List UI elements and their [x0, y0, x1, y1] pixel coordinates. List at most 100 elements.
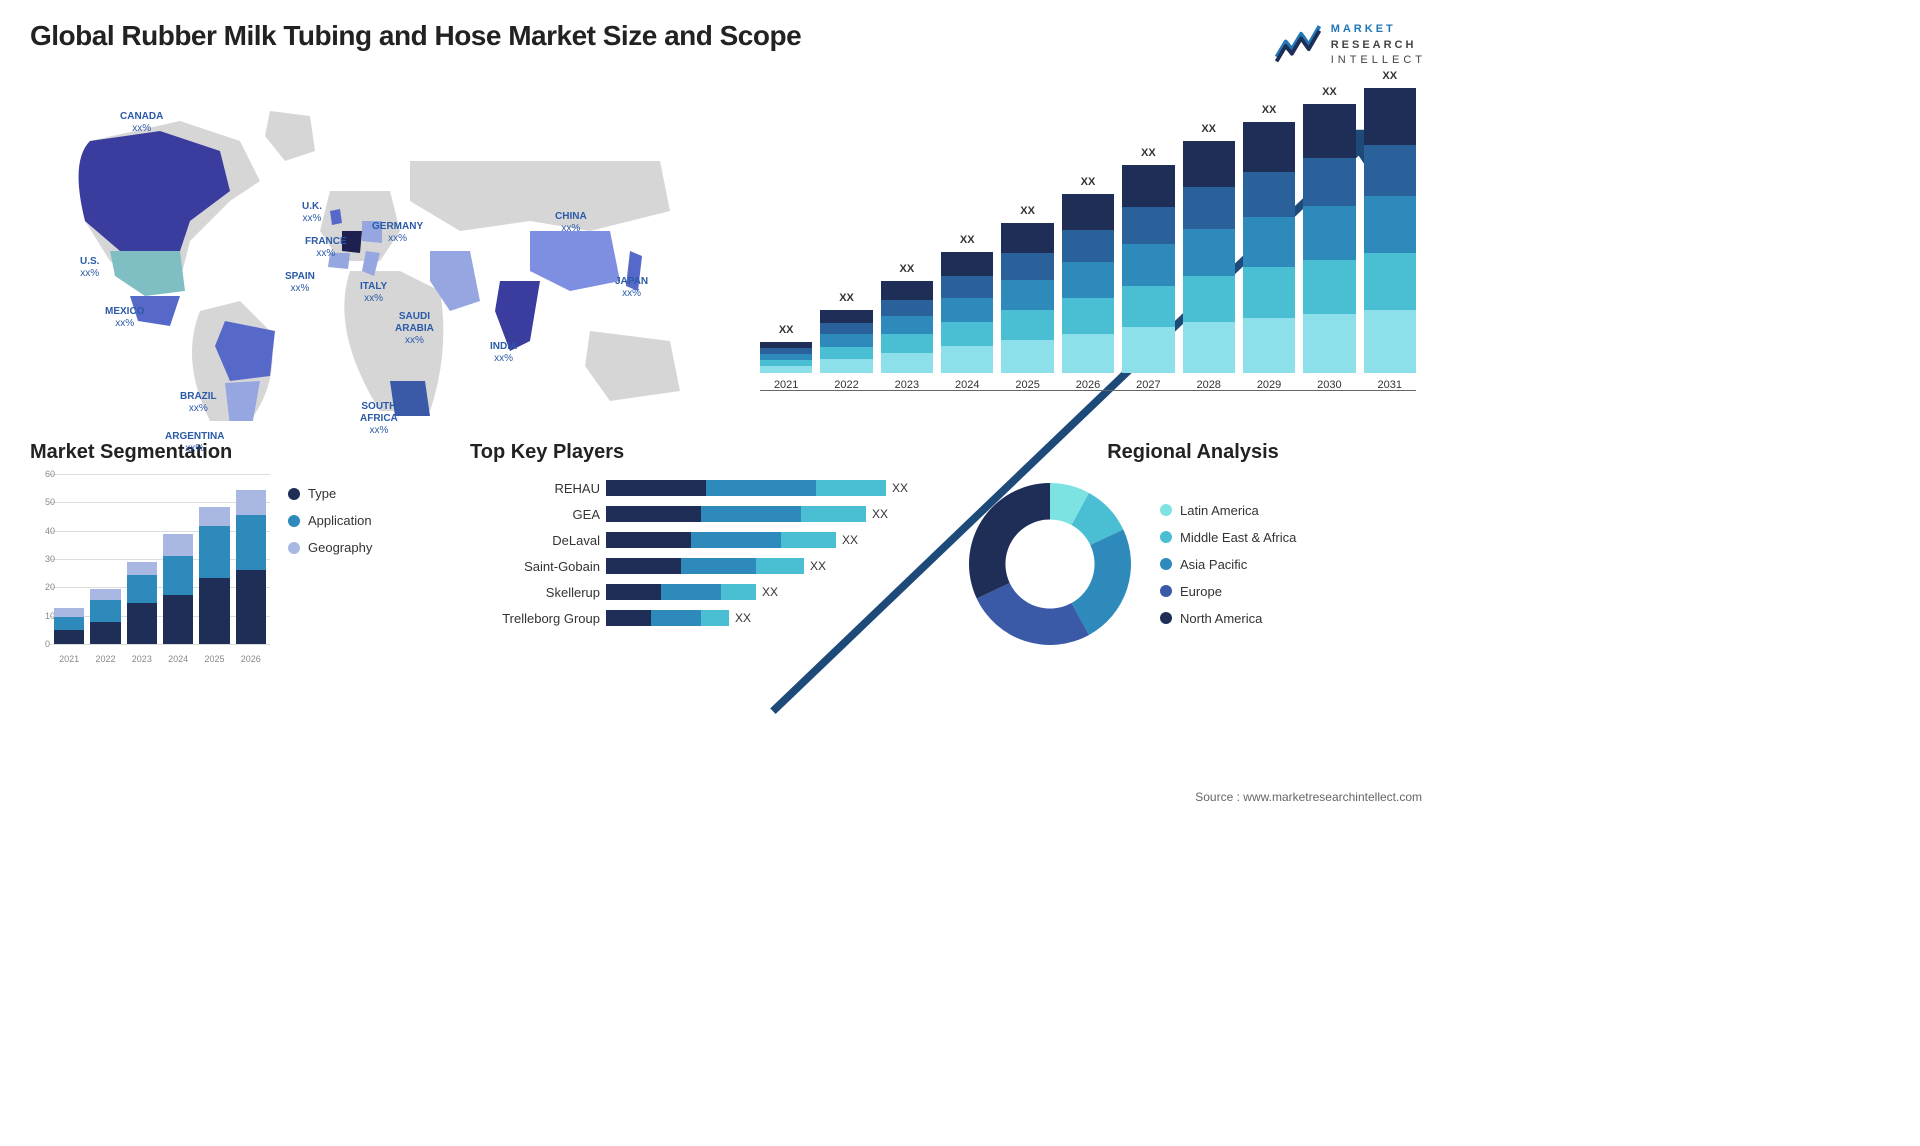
seg-x-label: 2026 [236, 654, 266, 664]
key-player-bar [606, 480, 886, 496]
key-player-value: XX [892, 481, 918, 495]
key-player-row: Skellerup XX [470, 584, 940, 600]
key-player-value: XX [762, 585, 788, 599]
key-players-list: REHAUXXGEAXXDeLavalXXSaint-GobainXXSkell… [470, 474, 940, 626]
key-player-bar [606, 584, 756, 600]
bottom-row: Market Segmentation 0102030405060 202120… [30, 441, 1426, 664]
growth-bar: XX2031 [1364, 88, 1416, 391]
growth-value-label: XX [941, 234, 993, 246]
key-player-value: XX [842, 533, 868, 547]
legend-item: Middle East & Africa [1160, 530, 1296, 545]
key-player-name: Trelleborg Group [470, 611, 600, 626]
top-row: CANADAxx%U.S.xx%MEXICOxx%BRAZILxx%ARGENT… [30, 81, 1426, 421]
growth-bar: XX2023 [881, 281, 933, 391]
key-players-title: Top Key Players [470, 441, 940, 464]
key-player-bar [606, 610, 729, 626]
regional-donut [960, 474, 1140, 654]
growth-bar: XX2029 [1243, 122, 1295, 391]
map-label: SOUTHAFRICAxx% [360, 401, 398, 437]
growth-value-label: XX [1062, 176, 1114, 188]
growth-value-label: XX [1001, 205, 1053, 217]
logo-mark-icon [1275, 20, 1321, 71]
legend-swatch [1160, 558, 1172, 570]
legend-item: Geography [288, 540, 372, 555]
key-player-value: XX [735, 611, 761, 625]
regional-chart: Latin AmericaMiddle East & AfricaAsia Pa… [960, 474, 1426, 654]
growth-value-label: XX [881, 263, 933, 275]
legend-swatch [1160, 504, 1172, 516]
legend-swatch [288, 515, 300, 527]
segmentation-legend: TypeApplicationGeography [288, 474, 372, 664]
world-map: CANADAxx%U.S.xx%MEXICOxx%BRAZILxx%ARGENT… [30, 81, 730, 421]
growth-bar: XX2027 [1122, 165, 1174, 391]
growth-bar: XX2028 [1183, 141, 1235, 391]
segmentation-title: Market Segmentation [30, 441, 450, 464]
legend-item: Europe [1160, 584, 1296, 599]
key-player-bar [606, 558, 804, 574]
map-label: JAPANxx% [615, 276, 648, 300]
map-label: GERMANYxx% [372, 221, 423, 245]
map-label: ITALYxx% [360, 281, 387, 305]
key-player-value: XX [810, 559, 836, 573]
growth-value-label: XX [1364, 70, 1416, 82]
key-player-row: Saint-Gobain XX [470, 558, 940, 574]
seg-bar [163, 534, 193, 644]
map-label: CHINAxx% [555, 211, 587, 235]
key-player-bar [606, 532, 836, 548]
source-attribution: Source : www.marketresearchintellect.com [1195, 790, 1422, 804]
infographic-container: Global Rubber Milk Tubing and Hose Marke… [0, 0, 1456, 816]
key-player-row: DeLavalXX [470, 532, 940, 548]
key-player-bar [606, 506, 866, 522]
growth-chart: XX2021XX2022XX2023XX2024XX2025XX2026XX20… [750, 81, 1426, 421]
map-label: SPAINxx% [285, 271, 315, 295]
regional-title: Regional Analysis [960, 441, 1426, 464]
growth-baseline [760, 390, 1416, 391]
map-label: MEXICOxx% [105, 306, 144, 330]
donut-slice [969, 483, 1050, 598]
map-label: BRAZILxx% [180, 391, 217, 415]
growth-value-label: XX [760, 324, 812, 336]
legend-swatch [288, 488, 300, 500]
map-label: SAUDIARABIAxx% [395, 311, 434, 347]
seg-bar [127, 562, 157, 645]
key-player-name: Saint-Gobain [470, 559, 600, 574]
growth-value-label: XX [1303, 86, 1355, 98]
seg-bar [54, 608, 84, 644]
brand-logo: MARKET RESEARCH INTELLECT [1275, 20, 1426, 71]
legend-swatch [1160, 531, 1172, 543]
map-label: CANADAxx% [120, 111, 163, 135]
regional-legend: Latin AmericaMiddle East & AfricaAsia Pa… [1160, 503, 1296, 626]
segmentation-chart: 0102030405060 202120222023202420252026 T… [30, 474, 450, 664]
growth-bar: XX2026 [1062, 194, 1114, 391]
legend-swatch [288, 542, 300, 554]
seg-y-label: 0 [45, 639, 50, 649]
segmentation-panel: Market Segmentation 0102030405060 202120… [30, 441, 450, 664]
growth-bar: XX2030 [1303, 104, 1355, 391]
key-player-row: Trelleborg Group XX [470, 610, 940, 626]
seg-bar [236, 490, 266, 644]
legend-swatch [1160, 612, 1172, 624]
legend-item: Asia Pacific [1160, 557, 1296, 572]
growth-bar: XX2025 [1001, 223, 1053, 391]
growth-value-label: XX [1122, 147, 1174, 159]
map-label: INDIAxx% [490, 341, 517, 365]
seg-x-label: 2022 [90, 654, 120, 664]
map-label: U.S.xx% [80, 256, 99, 280]
key-player-row: GEA XX [470, 506, 940, 522]
growth-value-label: XX [1243, 104, 1295, 116]
growth-bar: XX2021 [760, 342, 812, 391]
key-player-value: XX [872, 507, 898, 521]
growth-bar: XX2024 [941, 252, 993, 391]
seg-x-label: 2025 [199, 654, 229, 664]
key-player-name: GEA [470, 507, 600, 522]
map-label: ARGENTINAxx% [165, 431, 224, 455]
donut-slice [1071, 530, 1131, 635]
map-label: U.K.xx% [302, 201, 322, 225]
key-players-panel: Top Key Players REHAUXXGEAXXDeLavalXXSai… [470, 441, 940, 664]
key-player-name: Skellerup [470, 585, 600, 600]
donut-slice [977, 583, 1089, 645]
key-player-row: REHAUXX [470, 480, 940, 496]
seg-x-label: 2023 [127, 654, 157, 664]
legend-item: Type [288, 486, 372, 501]
growth-value-label: XX [820, 292, 872, 304]
